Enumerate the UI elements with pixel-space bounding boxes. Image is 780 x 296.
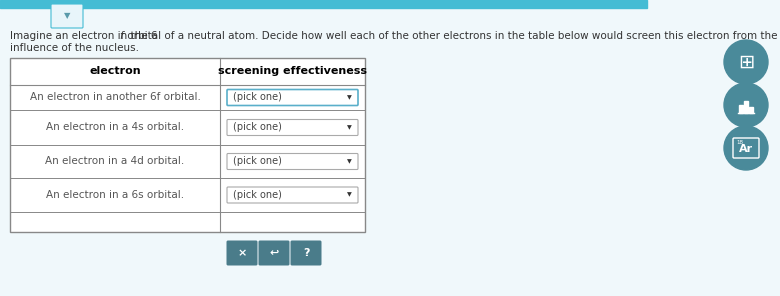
Text: ⊞: ⊞ (738, 52, 754, 72)
FancyBboxPatch shape (51, 4, 83, 28)
Text: electron: electron (89, 67, 141, 76)
Bar (0, 0, 647, 8)
Text: screening effectiveness: screening effectiveness (218, 67, 367, 76)
Text: influence of the nucleus.: influence of the nucleus. (10, 43, 139, 53)
Text: ▼: ▼ (346, 159, 351, 164)
FancyBboxPatch shape (290, 240, 321, 266)
Bar (744, 101, 748, 113)
FancyBboxPatch shape (226, 240, 257, 266)
FancyBboxPatch shape (227, 89, 358, 105)
Text: ▼: ▼ (346, 95, 351, 100)
Text: An electron in a 4d orbital.: An electron in a 4d orbital. (45, 157, 185, 166)
Circle shape (724, 83, 768, 127)
Bar (739, 105, 743, 113)
Text: Ar: Ar (739, 144, 753, 154)
FancyBboxPatch shape (227, 120, 358, 136)
Text: An electron in another 6f orbital.: An electron in another 6f orbital. (30, 92, 200, 102)
Text: orbital of a neutral atom. Decide how well each of the other electrons in the ta: orbital of a neutral atom. Decide how we… (124, 31, 778, 41)
Bar (10, 58, 365, 232)
FancyBboxPatch shape (227, 154, 358, 170)
Text: f: f (119, 31, 122, 41)
Circle shape (724, 40, 768, 84)
Text: ↩: ↩ (269, 248, 278, 258)
Text: ?: ? (303, 248, 309, 258)
Circle shape (724, 126, 768, 170)
Text: (pick one): (pick one) (233, 157, 282, 166)
Text: (pick one): (pick one) (233, 123, 282, 133)
FancyBboxPatch shape (227, 187, 358, 203)
Text: (pick one): (pick one) (233, 92, 282, 102)
Text: An electron in a 4s orbital.: An electron in a 4s orbital. (46, 123, 184, 133)
Text: (pick one): (pick one) (233, 190, 282, 200)
Text: ▼: ▼ (346, 192, 351, 197)
FancyBboxPatch shape (258, 240, 289, 266)
Bar (750, 107, 753, 113)
Text: Imagine an electron in the 6: Imagine an electron in the 6 (10, 31, 158, 41)
Text: 18: 18 (736, 141, 743, 146)
Text: An electron in a 6s orbital.: An electron in a 6s orbital. (46, 190, 184, 200)
Text: ▼: ▼ (64, 12, 70, 20)
Text: ▼: ▼ (346, 125, 351, 130)
Text: ×: × (237, 248, 246, 258)
